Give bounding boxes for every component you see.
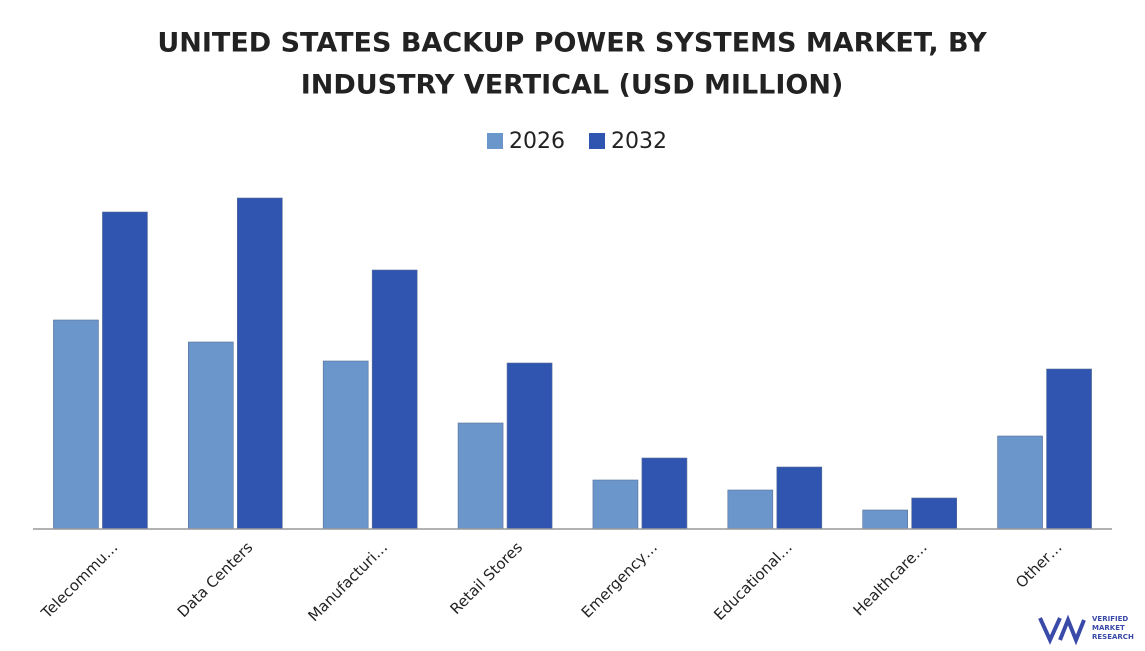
bar [506, 362, 553, 530]
bar [322, 360, 369, 530]
x-tick-label: Educational… [710, 538, 796, 624]
chart-title: INDUSTRY VERTICAL (USD MILLION) [301, 70, 844, 101]
chart-title: UNITED STATES BACKUP POWER SYSTEMS MARKE… [157, 28, 987, 59]
logo-mark [1038, 614, 1086, 646]
bar [727, 489, 774, 530]
logo: VERIFIED MARKET RESEARCH [1038, 614, 1134, 646]
x-tick-label: Manufacturi… [305, 538, 392, 625]
x-tick-label: Emergency… [578, 538, 661, 621]
legend-label: 2032 [611, 129, 667, 154]
logo-text: MARKET [1092, 624, 1125, 632]
bar [457, 422, 504, 530]
logo-text: RESEARCH [1092, 633, 1134, 641]
bar [237, 197, 283, 530]
x-tick-label: Other… [1012, 538, 1065, 591]
logo-text: VERIFIED [1092, 615, 1128, 623]
bar [776, 466, 823, 530]
x-tick-label: Telecommu… [37, 538, 121, 622]
bar [1046, 368, 1092, 530]
legend-swatch [589, 133, 605, 149]
bar [641, 457, 688, 530]
bar [997, 435, 1043, 530]
legend-label: 2026 [509, 129, 565, 154]
bar [911, 497, 957, 530]
bar [188, 341, 234, 530]
bar [53, 319, 99, 530]
x-tick-label: Retail Stores [446, 538, 526, 618]
bar [371, 269, 418, 530]
bar [592, 479, 639, 530]
bar [862, 509, 908, 530]
x-tick-label: Healthcare… [850, 538, 931, 619]
legend-swatch [487, 133, 503, 149]
x-tick-label: Data Centers [174, 538, 257, 621]
bar [102, 211, 148, 530]
